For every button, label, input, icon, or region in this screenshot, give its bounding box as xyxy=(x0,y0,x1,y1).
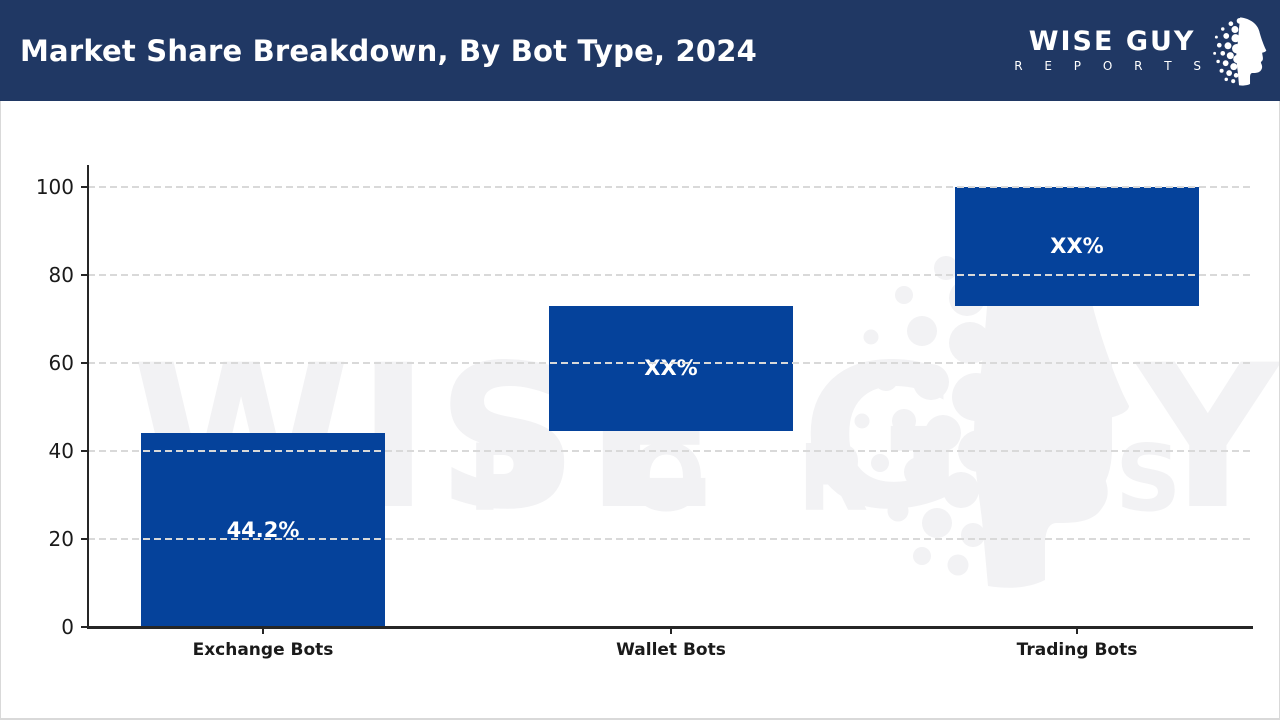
y-tick-100 xyxy=(81,186,88,188)
wiseguy-logo-text: WISE GUY R E P O R T S xyxy=(1014,25,1210,74)
y-tick-40 xyxy=(81,450,88,452)
logo-subtitle: R E P O R T S xyxy=(1014,59,1210,74)
page-title: Market Share Breakdown, By Bot Type, 202… xyxy=(20,33,757,68)
header-banner: Market Share Breakdown, By Bot Type, 202… xyxy=(0,0,1280,101)
x-tick-0 xyxy=(262,628,264,634)
bar-value-label: XX% xyxy=(1050,234,1104,259)
gridline-y60 xyxy=(88,362,1253,364)
y-tick-80 xyxy=(81,274,88,276)
logo-wordmark: WISE GUY xyxy=(1028,25,1196,57)
gridline-y80 xyxy=(88,274,1253,276)
bar-wallet-bots: XX% xyxy=(549,305,793,432)
y-tick-label-100: 100 xyxy=(35,175,74,199)
y-tick-label-40: 40 xyxy=(48,439,74,463)
x-category-label: Exchange Bots xyxy=(192,640,334,660)
x-tick-1 xyxy=(670,628,672,634)
bar-value-label: XX% xyxy=(644,356,698,381)
wiseguy-face-icon xyxy=(1213,16,1267,86)
gridline-y20 xyxy=(88,538,1253,540)
y-tick-20 xyxy=(81,538,88,540)
y-tick-label-60: 60 xyxy=(48,351,74,375)
frame-left xyxy=(0,101,1,720)
x-tick-2 xyxy=(1076,628,1078,634)
bar-value-label: 44.2% xyxy=(226,517,300,542)
bar-trading-bots: XX% xyxy=(955,187,1199,306)
y-axis-line xyxy=(87,165,89,629)
bar-exchange-bots: 44.2% xyxy=(141,432,385,627)
gridline-y100 xyxy=(88,186,1253,188)
y-tick-label-80: 80 xyxy=(48,263,74,287)
y-tick-0 xyxy=(81,626,88,628)
y-tick-60 xyxy=(81,362,88,364)
x-category-label: Trading Bots xyxy=(1016,640,1138,660)
y-tick-label-20: 20 xyxy=(48,527,74,551)
x-category-label: Wallet Bots xyxy=(616,640,726,660)
frame-bottom xyxy=(0,718,1280,720)
y-tick-label-0: 0 xyxy=(61,615,74,639)
wiseguy-logo: WISE GUY R E P O R T S xyxy=(1014,9,1268,93)
gridline-y40 xyxy=(88,450,1253,452)
x-axis-line xyxy=(87,626,1253,629)
